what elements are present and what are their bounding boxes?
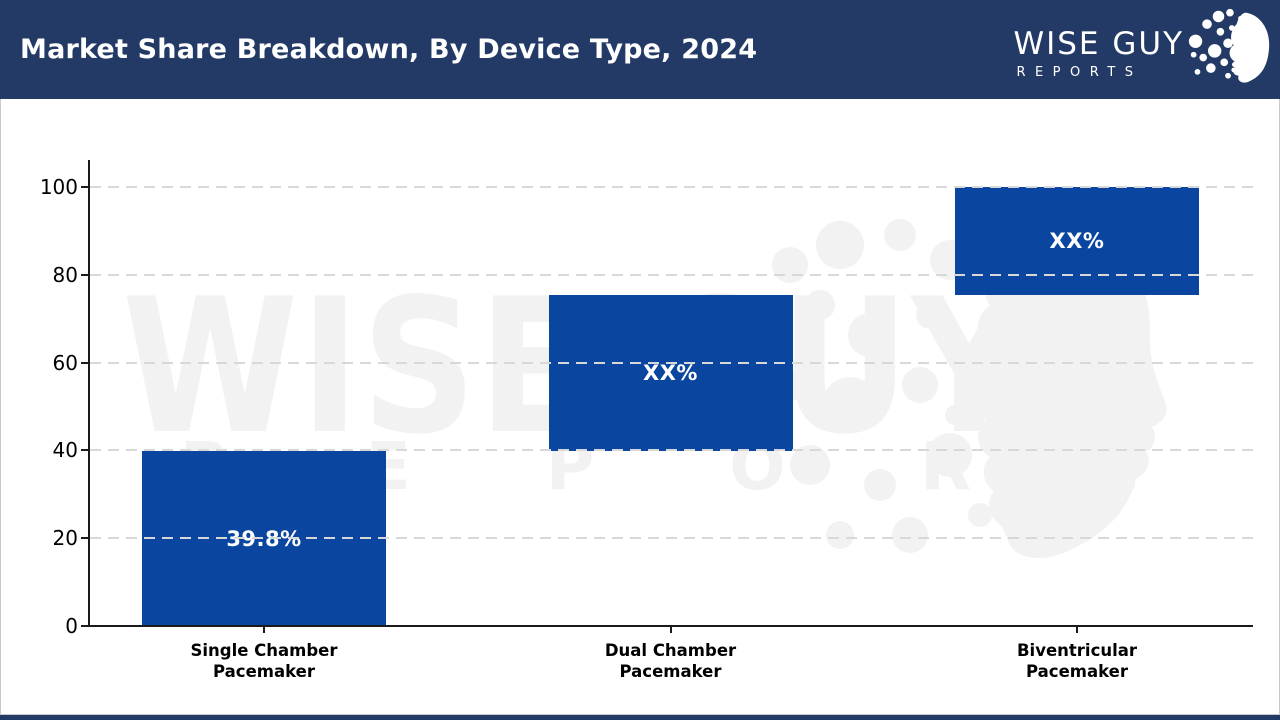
category-label-line1: Single Chamber (190, 641, 338, 660)
y-tick-mark (81, 361, 88, 364)
y-tick-mark (81, 625, 88, 627)
x-category-label: Dual Chamber Pacemaker (521, 640, 821, 682)
footer-bar (0, 715, 1280, 720)
page-bottom-border (0, 714, 1280, 715)
x-category-label: Biventricular Pacemaker (927, 640, 1227, 682)
wise-guy-reports-logo: WISE GUY REPORTS (1013, 4, 1272, 92)
x-category-label: Single Chamber Pacemaker (114, 640, 414, 682)
bar-value-label: XX% (643, 360, 698, 385)
y-tick-mark (81, 273, 88, 276)
category-label-line1: Biventricular (1016, 641, 1138, 660)
x-tick-mark (263, 627, 265, 633)
page-left-border (0, 99, 1, 720)
logo-brand-subtitle: REPORTS (1016, 65, 1143, 80)
gridline (90, 186, 1253, 188)
logo-face-icon (1188, 8, 1270, 83)
y-tick-mark (81, 449, 88, 452)
x-tick-mark (669, 627, 672, 633)
y-tick-label: 80 (52, 262, 78, 287)
y-tick-label: 60 (52, 350, 78, 375)
category-label-line2: Pacemaker (213, 662, 315, 681)
gridline (90, 273, 1253, 276)
y-tick-label: 40 (52, 438, 78, 463)
gridline (90, 537, 1253, 540)
x-axis-line (88, 625, 1253, 627)
bar-segment: XX% (548, 294, 793, 452)
category-label-line2: Pacemaker (619, 662, 722, 681)
gridline (90, 361, 1253, 364)
y-tick-label: 100 (39, 175, 78, 199)
category-label-line2: Pacemaker (1026, 662, 1128, 681)
logo-text: WISE GUY REPORTS (1013, 26, 1184, 80)
y-axis-line (88, 160, 90, 627)
header-bar: Market Share Breakdown, By Device Type, … (0, 0, 1280, 99)
gridline (90, 449, 1253, 452)
y-tick-label: 0 (65, 614, 78, 638)
chart-title: Market Share Breakdown, By Device Type, … (20, 34, 758, 65)
y-tick-mark (81, 186, 88, 188)
y-tick-mark (81, 537, 88, 540)
logo-brand-name: WISE GUY (1013, 26, 1184, 62)
bar-value-label: XX% (1049, 228, 1105, 253)
category-label-line1: Dual Chamber (604, 641, 737, 660)
y-tick-label: 20 (52, 526, 78, 551)
bar-segment: XX% (955, 187, 1199, 295)
x-tick-mark (1076, 627, 1078, 633)
